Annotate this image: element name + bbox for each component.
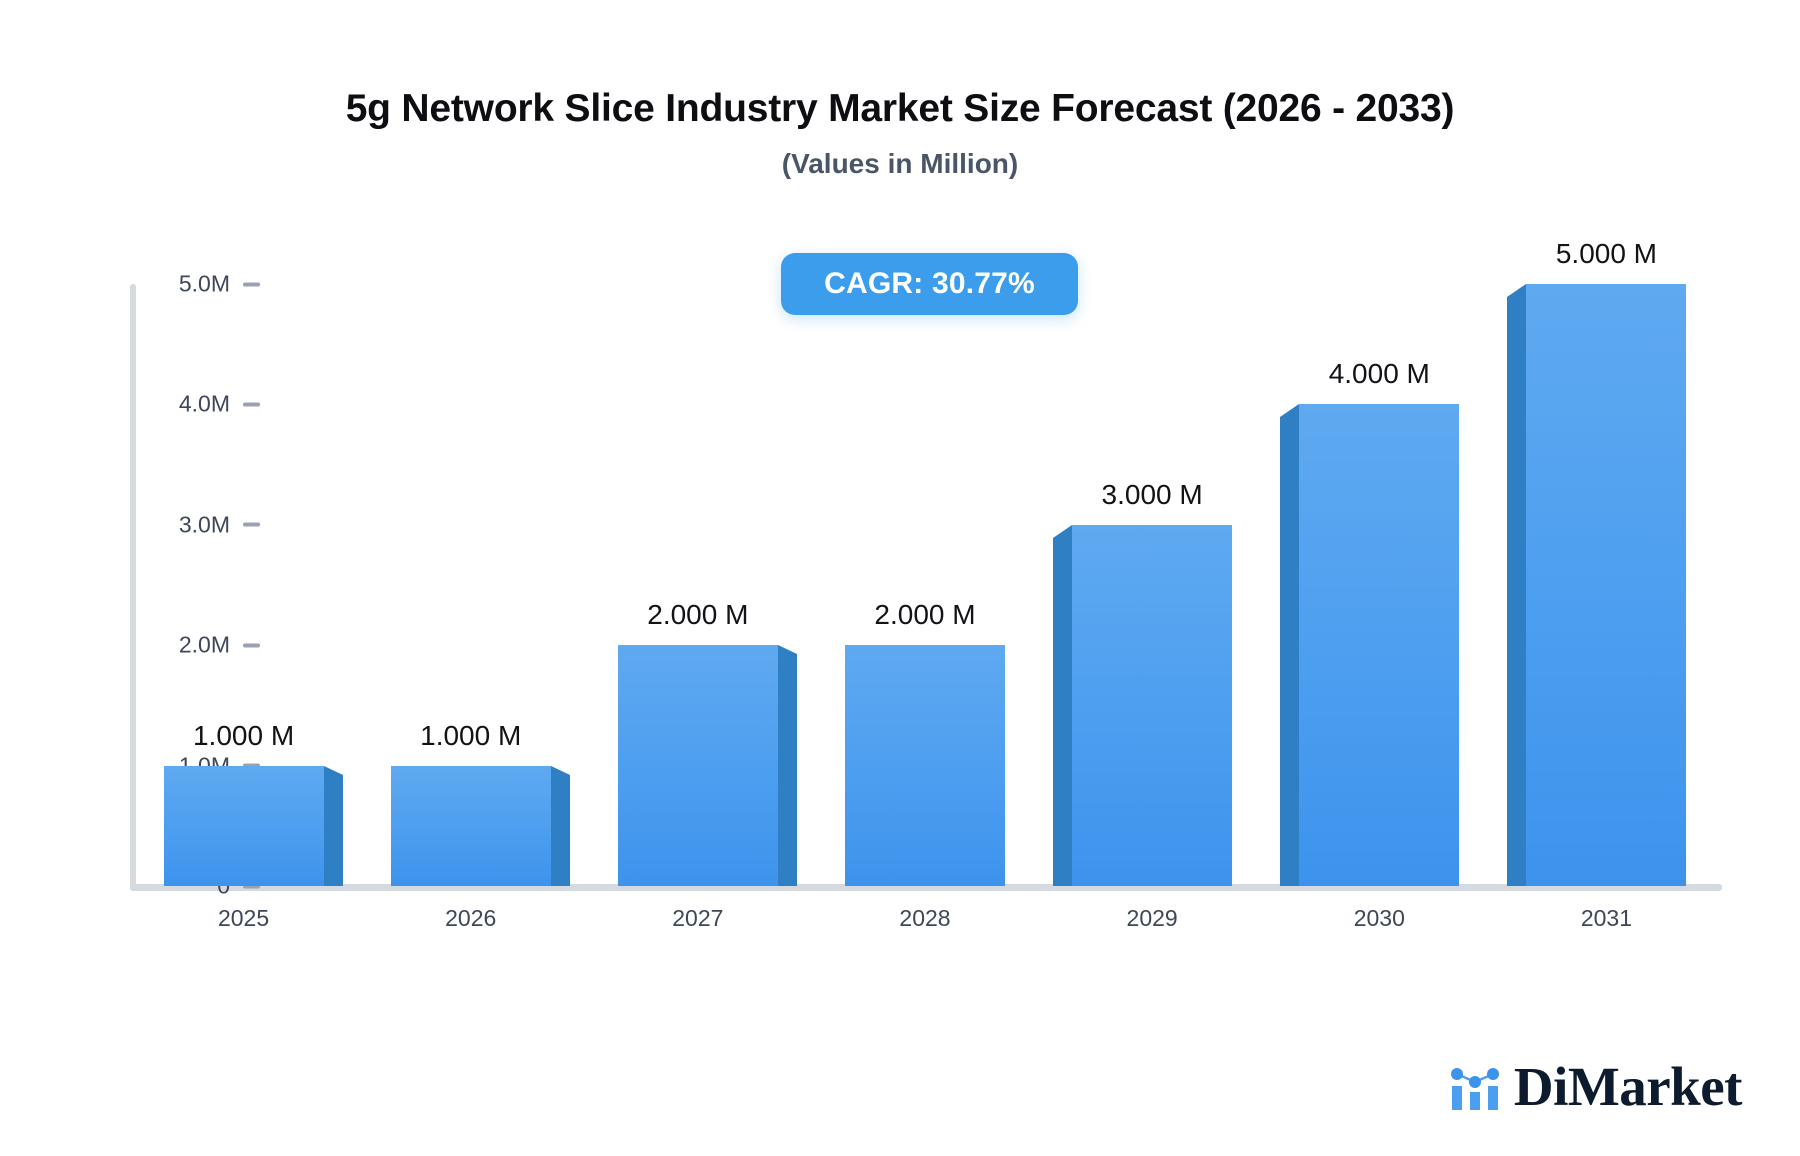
x-axis-label: 2025 xyxy=(217,905,270,931)
bar[interactable] xyxy=(1280,404,1460,886)
bar-face xyxy=(1526,284,1687,886)
x-axis-label: 2030 xyxy=(1353,905,1405,931)
bar[interactable] xyxy=(390,765,570,886)
bar-chart-logo-icon xyxy=(1450,1067,1499,1110)
x-axis-label: 2028 xyxy=(899,905,951,931)
bar-slot: 1.000 M xyxy=(163,284,343,886)
chart-subtitle: (Values in Million) xyxy=(781,147,1019,179)
y-axis-ticks: 01.0M2.0M3.0M4.0M5.0M xyxy=(130,271,260,899)
bar[interactable] xyxy=(163,765,343,886)
y-axis-tick-mark xyxy=(243,282,260,286)
y-axis-tick-mark xyxy=(243,643,260,648)
bar-face xyxy=(845,645,1005,886)
bar-value-label: 3.000 M xyxy=(1101,478,1203,510)
x-axis-label: 2026 xyxy=(445,905,497,931)
bar-value-label: 5.000 M xyxy=(1555,238,1658,269)
cagr-badge-label: CAGR: 30.77% xyxy=(824,267,1035,300)
bar[interactable] xyxy=(1053,524,1233,886)
bar-3d-side xyxy=(1053,524,1073,886)
x-axis-label: 2031 xyxy=(1580,905,1633,931)
y-axis-line xyxy=(130,284,136,888)
y-axis-tick: 4.0M xyxy=(130,391,260,418)
bar-value-label: 4.000 M xyxy=(1328,358,1430,390)
x-axis-line xyxy=(130,884,1722,891)
bar-3d-side xyxy=(550,765,570,886)
plot-area: 01.0M2.0M3.0M4.0M5.0M xyxy=(130,271,1720,899)
bar-slot: 5.000 M xyxy=(1507,238,1687,886)
y-axis-tick-mark xyxy=(243,402,260,407)
y-axis-tick-label: 2.0M xyxy=(178,631,230,658)
y-axis-tick-label: 4.0M xyxy=(178,390,230,417)
bar-value-label: 1.000 M xyxy=(192,719,295,751)
bar-face xyxy=(617,645,778,886)
y-axis-tick: 5.0M xyxy=(130,271,260,298)
bar-face xyxy=(163,765,324,886)
bar-value-label: 2.000 M xyxy=(874,599,976,631)
bar-3d-side xyxy=(323,765,343,886)
bar-face xyxy=(1299,404,1460,886)
y-axis-tick-mark xyxy=(243,884,260,888)
bar-3d-side xyxy=(1280,404,1300,886)
x-axis-label: 2029 xyxy=(1126,905,1178,931)
bar-series: 1.000 M 1.000 M 2.000 M 2.000 M 3.000 M 4.000… xyxy=(130,238,1720,886)
bar-slot: 2.000 M xyxy=(845,284,1005,886)
y-axis-tick-mark xyxy=(243,763,260,768)
bar-slot: 1.000 M xyxy=(390,284,570,886)
bar-face xyxy=(1072,524,1233,886)
chart-title: 5g Network Slice Industry Market Size Fo… xyxy=(345,87,1455,130)
watermark-brand: DiMarket xyxy=(1513,1056,1743,1117)
bar[interactable] xyxy=(1507,284,1687,886)
y-axis-tick-mark xyxy=(243,522,260,527)
bar-value-label: 2.000 M xyxy=(647,599,749,631)
y-axis-tick: 2.0M xyxy=(130,632,260,659)
bar-value-label: 1.000 M xyxy=(420,719,522,751)
watermark: DiMarket xyxy=(1449,1056,1743,1117)
bar-3d-side xyxy=(777,645,797,886)
bar-3d-side xyxy=(1507,284,1527,886)
bar[interactable] xyxy=(617,645,797,886)
bar-face xyxy=(390,765,551,886)
bar[interactable] xyxy=(845,645,1005,886)
y-axis-tick: 3.0M xyxy=(130,511,260,538)
y-axis-tick-label: 5.0M xyxy=(178,270,230,297)
bar-slot: 4.000 M xyxy=(1280,284,1460,886)
x-axis-labels: 2025 2026 2027 2028 2029 2030 2031 xyxy=(130,905,1720,945)
chart-header: 5g Network Slice Industry Market Size Fo… xyxy=(0,87,1800,180)
bar-slot: 2.000 M xyxy=(617,284,797,886)
x-axis-label: 2027 xyxy=(672,905,724,931)
cagr-badge: CAGR: 30.77% xyxy=(781,253,1078,315)
y-axis-tick-label: 3.0M xyxy=(178,511,230,538)
bar-slot: 3.000 M xyxy=(1053,284,1233,886)
